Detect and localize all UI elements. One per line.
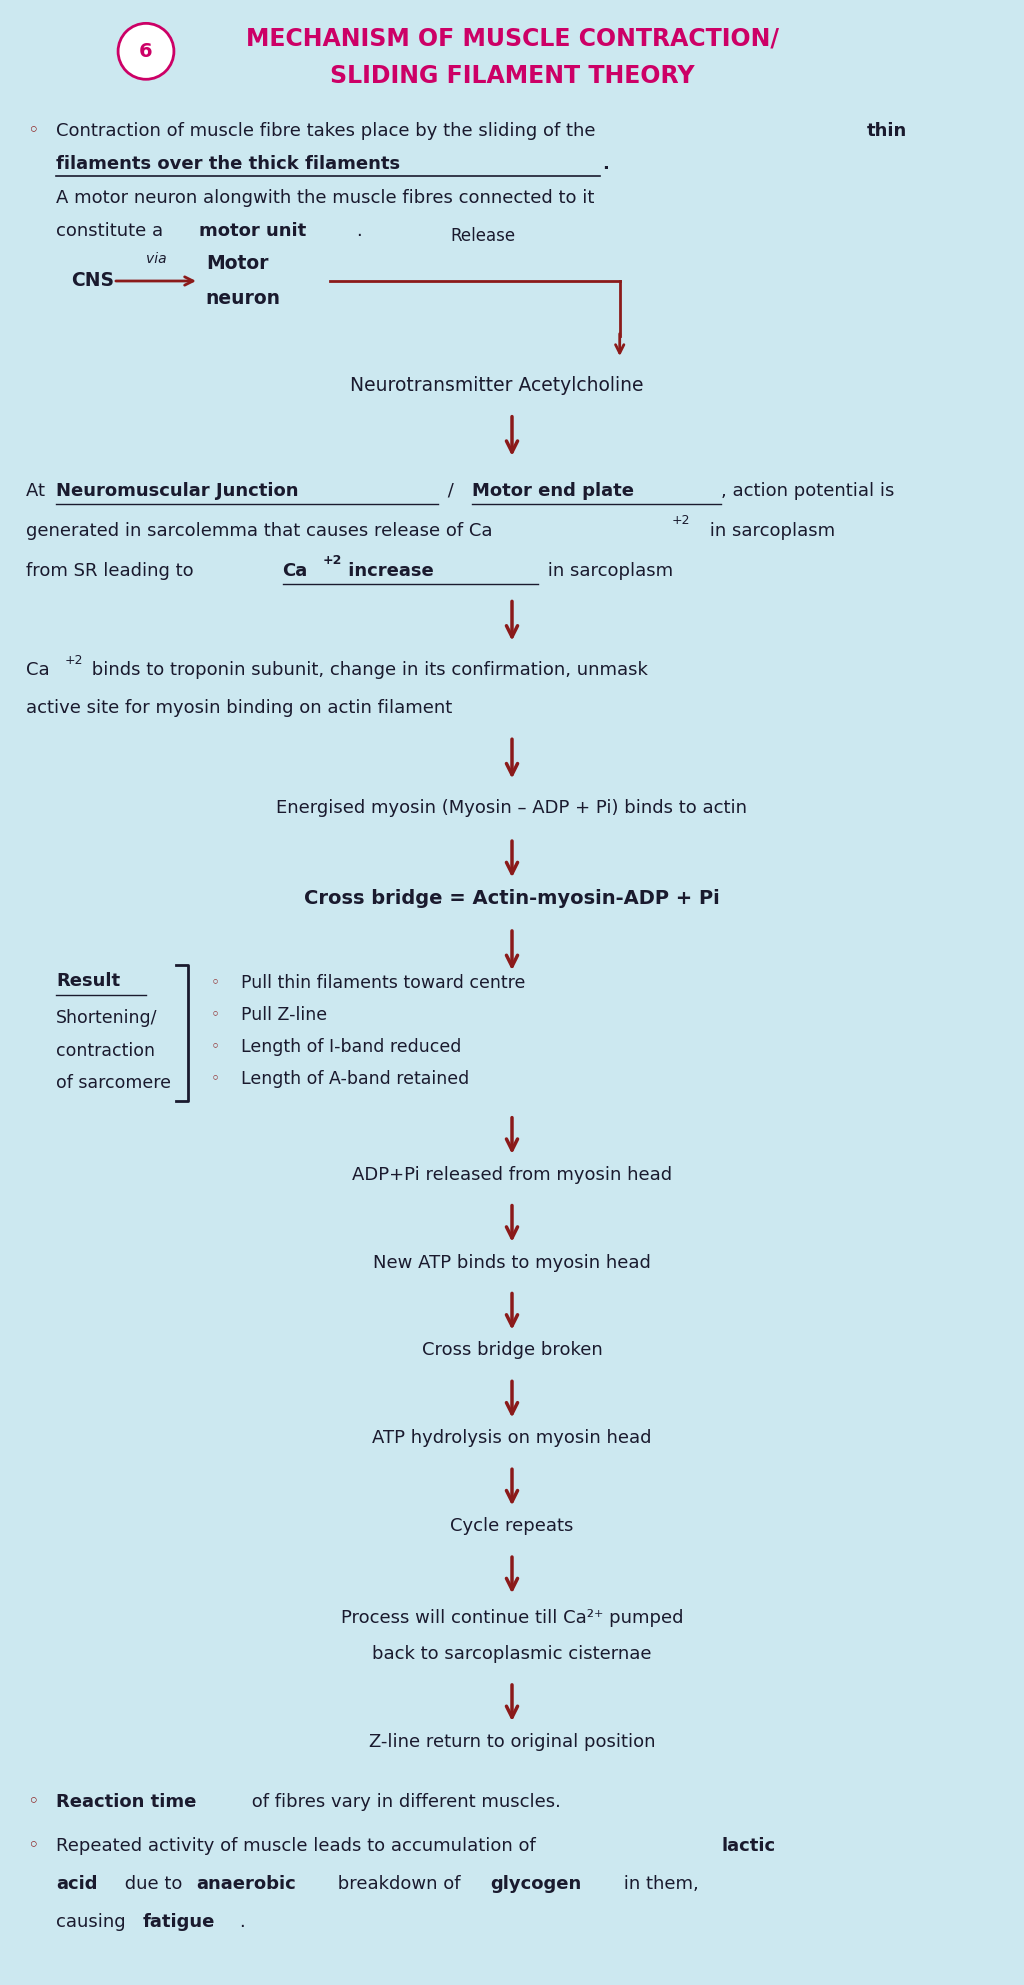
Text: increase: increase — [342, 562, 434, 580]
Text: Ca: Ca — [283, 562, 308, 580]
Text: +2: +2 — [672, 514, 690, 528]
Text: glycogen: glycogen — [490, 1874, 582, 1894]
Text: Cycle repeats: Cycle repeats — [451, 1517, 573, 1534]
Text: /: / — [442, 482, 460, 500]
Text: 6: 6 — [139, 42, 153, 62]
Text: in sarcoplasm: in sarcoplasm — [542, 562, 673, 580]
Text: filaments over the thick filaments: filaments over the thick filaments — [56, 155, 400, 173]
Text: causing: causing — [56, 1914, 132, 1931]
Text: , action potential is: , action potential is — [722, 482, 895, 500]
Text: Neuromuscular Junction: Neuromuscular Junction — [56, 482, 299, 500]
Text: Contraction of muscle fibre takes place by the sliding of the: Contraction of muscle fibre takes place … — [56, 123, 601, 141]
Text: via: via — [145, 252, 166, 266]
Text: motor unit: motor unit — [199, 222, 306, 240]
Text: contraction: contraction — [56, 1042, 156, 1060]
Text: Pull Z-line: Pull Z-line — [241, 1006, 327, 1024]
Text: .: . — [239, 1914, 245, 1931]
Text: Reaction time: Reaction time — [56, 1792, 197, 1810]
Text: Motor: Motor — [206, 254, 268, 272]
Text: Z-line return to original position: Z-line return to original position — [369, 1733, 655, 1751]
Text: back to sarcoplasmic cisternae: back to sarcoplasmic cisternae — [373, 1646, 651, 1663]
Text: neuron: neuron — [206, 290, 281, 308]
Text: CNS: CNS — [72, 272, 115, 290]
Text: Ca: Ca — [27, 661, 50, 679]
Text: ◦: ◦ — [28, 1836, 39, 1856]
Text: Repeated activity of muscle leads to accumulation of: Repeated activity of muscle leads to acc… — [56, 1836, 542, 1854]
Text: Cross bridge broken: Cross bridge broken — [422, 1342, 602, 1360]
Text: ◦: ◦ — [211, 1072, 220, 1086]
Text: ◦: ◦ — [211, 975, 220, 991]
Text: A motor neuron alongwith the muscle fibres connected to it: A motor neuron alongwith the muscle fibr… — [56, 189, 595, 206]
Text: in sarcoplasm: in sarcoplasm — [705, 522, 836, 540]
Text: Neurotransmitter Acetylcholine: Neurotransmitter Acetylcholine — [350, 377, 644, 395]
Text: in them,: in them, — [617, 1874, 698, 1894]
Text: ATP hydrolysis on myosin head: ATP hydrolysis on myosin head — [373, 1429, 651, 1447]
Text: ◦: ◦ — [28, 121, 39, 141]
Text: acid: acid — [56, 1874, 97, 1894]
Text: Pull thin filaments toward centre: Pull thin filaments toward centre — [241, 975, 525, 992]
Text: Shortening/: Shortening/ — [56, 1008, 158, 1026]
Text: breakdown of: breakdown of — [333, 1874, 467, 1894]
Text: Motor end plate: Motor end plate — [472, 482, 634, 500]
Text: anaerobic: anaerobic — [196, 1874, 296, 1894]
Text: Cross bridge = Actin-myosin-ADP + Pi: Cross bridge = Actin-myosin-ADP + Pi — [304, 889, 720, 907]
Text: ◦: ◦ — [211, 1040, 220, 1054]
Text: binds to troponin subunit, change in its confirmation, unmask: binds to troponin subunit, change in its… — [86, 661, 648, 679]
Text: .: . — [356, 222, 362, 240]
Text: At: At — [27, 482, 51, 500]
Text: constitute a: constitute a — [56, 222, 169, 240]
Text: Length of I-band reduced: Length of I-band reduced — [241, 1038, 461, 1056]
Text: ◦: ◦ — [211, 1008, 220, 1022]
Text: Length of A-band retained: Length of A-band retained — [241, 1070, 469, 1088]
Text: .: . — [602, 155, 608, 173]
Text: New ATP binds to myosin head: New ATP binds to myosin head — [373, 1255, 651, 1272]
Text: thin: thin — [867, 123, 907, 141]
Text: ADP+Pi released from myosin head: ADP+Pi released from myosin head — [352, 1165, 672, 1183]
Text: of sarcomere: of sarcomere — [56, 1074, 171, 1092]
Text: lactic: lactic — [722, 1836, 775, 1854]
Text: due to: due to — [119, 1874, 188, 1894]
Text: of fibres vary in different muscles.: of fibres vary in different muscles. — [246, 1792, 560, 1810]
Text: +2: +2 — [65, 653, 83, 667]
Text: SLIDING FILAMENT THEORY: SLIDING FILAMENT THEORY — [330, 64, 694, 87]
Text: Process will continue till Ca²⁺ pumped: Process will continue till Ca²⁺ pumped — [341, 1610, 683, 1628]
Text: Release: Release — [451, 226, 515, 244]
Text: from SR leading to: from SR leading to — [27, 562, 200, 580]
Text: fatigue: fatigue — [143, 1914, 215, 1931]
Text: MECHANISM OF MUSCLE CONTRACTION/: MECHANISM OF MUSCLE CONTRACTION/ — [246, 26, 778, 50]
Text: active site for myosin binding on actin filament: active site for myosin binding on actin … — [27, 699, 453, 717]
Text: Result: Result — [56, 973, 121, 991]
Circle shape — [118, 24, 174, 79]
Text: ◦: ◦ — [28, 1792, 39, 1812]
Text: generated in sarcolemma that causes release of Ca: generated in sarcolemma that causes rele… — [27, 522, 493, 540]
Text: Energised myosin (Myosin – ADP + Pi) binds to actin: Energised myosin (Myosin – ADP + Pi) bin… — [276, 800, 748, 818]
Text: +2: +2 — [323, 554, 342, 568]
